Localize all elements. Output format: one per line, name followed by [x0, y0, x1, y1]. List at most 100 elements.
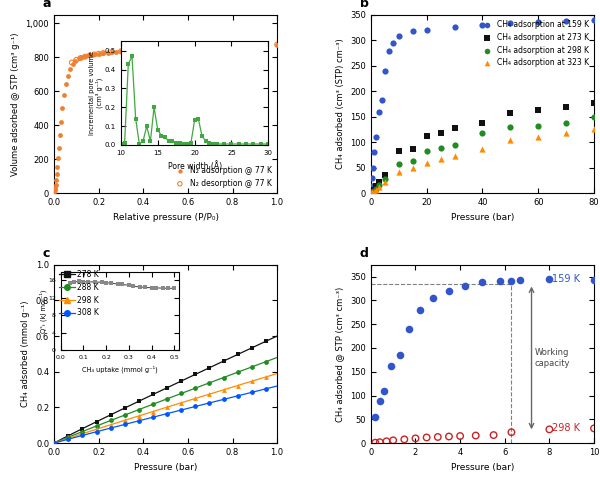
Point — [375, 438, 385, 446]
N₂ adsorption @ 77 K — [183, 43, 193, 51]
CH₄ adsorption at 323 K — [369, 188, 379, 196]
288 K — [134, 406, 143, 413]
Point — [375, 397, 385, 405]
298 K — [233, 382, 242, 390]
CH₄ adsorption at 273 K — [367, 189, 376, 197]
CH₄ adsorption at 298 K — [367, 188, 377, 196]
N₂ adsorption @ 77 K — [54, 144, 64, 152]
278 K — [233, 351, 242, 358]
CH₄ adsorption at 159 K — [380, 67, 389, 75]
N₂ adsorption @ 77 K — [194, 43, 204, 51]
Legend: CH₄ adsorption at 159 K, CH₄ adsorption at 273 K, CH₄ adsorption at 298 K, CH₄ a: CH₄ adsorption at 159 K, CH₄ adsorption … — [478, 19, 590, 69]
308 K — [148, 413, 158, 421]
Y-axis label: CH₄ adsorbed @ STP (cm³ cm⁻³): CH₄ adsorbed @ STP (cm³ cm⁻³) — [335, 286, 344, 422]
CH₄ adsorption at 273 K — [478, 119, 487, 127]
CH₄ adsorption at 323 K — [380, 178, 389, 186]
308 K — [120, 420, 130, 428]
298 K — [261, 373, 271, 381]
308 K — [219, 395, 229, 403]
CH₄ adsorption at 159 K — [374, 108, 384, 115]
CH₄ adsorption at 273 K — [374, 178, 384, 186]
308 K — [247, 389, 257, 396]
CH₄ adsorption at 159 K — [478, 21, 487, 29]
278 K — [261, 337, 271, 345]
308 K — [64, 435, 73, 443]
N₂ adsorption @ 77 K — [172, 44, 182, 52]
CH₄ adsorption at 298 K — [394, 160, 404, 168]
N₂ adsorption @ 77 K — [149, 45, 159, 53]
Y-axis label: CH₄ adsorbed (mmol g⁻¹): CH₄ adsorbed (mmol g⁻¹) — [22, 300, 31, 407]
288 K — [64, 433, 73, 441]
N₂ desorption @ 77 K — [261, 41, 271, 49]
N₂ adsorption @ 77 K — [205, 42, 215, 50]
N₂ adsorption @ 77 K — [49, 188, 59, 196]
CH₄ adsorption at 298 K — [380, 175, 389, 183]
N₂ desorption @ 77 K — [172, 44, 182, 52]
CH₄ adsorption at 323 K — [533, 133, 543, 141]
CH₄ adsorption at 273 K — [380, 171, 389, 179]
Text: Working
capacity: Working capacity — [535, 348, 571, 368]
N₂ adsorption @ 77 K — [107, 48, 117, 56]
CH₄ adsorption at 159 K — [377, 96, 387, 104]
CH₄ adsorption at 323 K — [422, 159, 431, 167]
CH₄ adsorption at 273 K — [394, 148, 404, 155]
N₂ desorption @ 77 K — [89, 51, 99, 58]
Point — [428, 294, 438, 302]
N₂ adsorption @ 77 K — [56, 118, 66, 126]
Y-axis label: Volume adsorbed @ STP (cm³ g⁻¹): Volume adsorbed @ STP (cm³ g⁻¹) — [11, 32, 20, 176]
X-axis label: Pressure (bar): Pressure (bar) — [451, 213, 514, 222]
278 K — [191, 371, 200, 378]
CH₄ adsorption at 323 K — [450, 152, 460, 160]
308 K — [261, 385, 271, 393]
Point — [410, 434, 420, 442]
CH₄ adsorption at 298 K — [533, 122, 543, 130]
Text: c: c — [43, 247, 50, 261]
Point — [589, 425, 599, 432]
Point — [379, 387, 389, 395]
CH₄ adsorption at 273 K — [589, 99, 599, 107]
Point — [455, 432, 465, 440]
CH₄ adsorption at 323 K — [367, 189, 376, 197]
Y-axis label: CH₄ adsorbed (cm³ (STP) cm⁻³): CH₄ adsorbed (cm³ (STP) cm⁻³) — [335, 38, 344, 169]
298 K — [205, 390, 214, 398]
CH₄ adsorption at 159 K — [371, 133, 381, 141]
N₂ adsorption @ 77 K — [127, 47, 137, 55]
N₂ adsorption @ 77 K — [103, 49, 112, 56]
CH₄ adsorption at 323 K — [589, 126, 599, 133]
CH₄ adsorption at 298 K — [367, 189, 376, 197]
CH₄ adsorption at 298 K — [589, 113, 599, 121]
CH₄ adsorption at 298 K — [562, 119, 571, 127]
CH₄ adsorption at 323 K — [371, 186, 381, 193]
CH₄ adsorption at 159 K — [506, 19, 515, 27]
308 K — [106, 424, 115, 432]
CH₄ adsorption at 298 K — [422, 147, 431, 155]
Text: d: d — [360, 247, 368, 261]
N₂ adsorption @ 77 K — [217, 42, 226, 50]
X-axis label: Relative pressure (P/P₀): Relative pressure (P/P₀) — [113, 213, 218, 222]
298 K — [219, 386, 229, 393]
N₂ adsorption @ 77 K — [68, 60, 77, 68]
288 K — [233, 368, 242, 376]
N₂ adsorption @ 77 K — [139, 46, 148, 54]
CH₄ adsorption at 273 K — [506, 109, 515, 116]
N₂ adsorption @ 77 K — [71, 57, 80, 65]
298 K — [134, 412, 143, 420]
CH₄ adsorption at 298 K — [408, 157, 418, 165]
N₂ adsorption @ 77 K — [74, 55, 83, 62]
Point — [506, 277, 516, 285]
CH₄ adsorption at 298 K — [450, 141, 460, 149]
CH₄ adsorption at 159 K — [367, 185, 376, 193]
298 K — [92, 425, 101, 433]
Point — [371, 439, 380, 447]
N₂ adsorption @ 77 K — [51, 176, 61, 184]
Point — [506, 429, 516, 436]
N₂ adsorption @ 77 K — [58, 104, 67, 112]
N₂ desorption @ 77 K — [98, 49, 108, 57]
Point — [444, 287, 454, 295]
N₂ adsorption @ 77 K — [91, 50, 100, 58]
N₂ adsorption @ 77 K — [61, 80, 71, 88]
N₂ desorption @ 77 K — [85, 52, 95, 59]
278 K — [162, 384, 172, 392]
N₂ adsorption @ 77 K — [272, 40, 282, 48]
Point — [545, 276, 554, 283]
